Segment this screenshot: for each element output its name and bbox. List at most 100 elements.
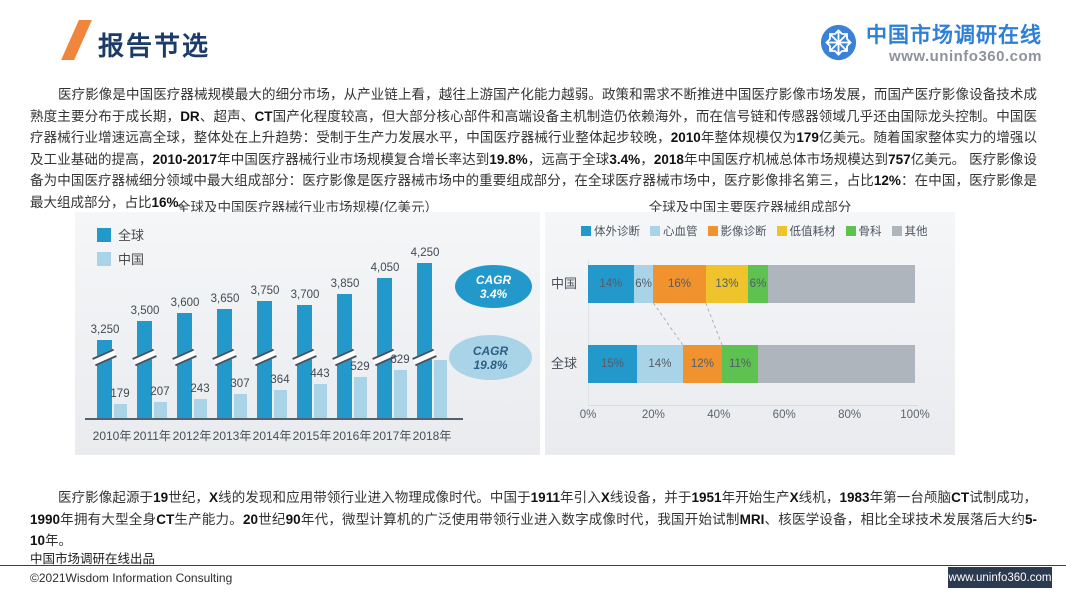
- bar-segment: 12%: [682, 345, 723, 383]
- text-run: 、核医学设备，相比全球技术发展落后大约: [764, 511, 1026, 527]
- market-size-legend: 全球 中国: [97, 225, 144, 273]
- cagr-label: CAGR: [472, 343, 509, 358]
- composition-chart-title: 全球及中国主要医疗器械组成部分: [648, 200, 852, 215]
- x-axis-label: 2012年: [172, 429, 212, 443]
- bar-segment: 6%: [748, 265, 768, 303]
- legend-swatch-china: [97, 251, 111, 266]
- cagr-badge-china: CAGR 19.8%: [449, 335, 532, 380]
- x-axis-label: 2018年: [412, 429, 452, 443]
- x-tick-label: 80%: [838, 409, 862, 421]
- legend-swatch: [707, 226, 718, 236]
- footer-produced-by: 中国市场调研在线出品: [30, 552, 156, 566]
- text-run: 年中国医疗机械总体市场规模达到: [683, 151, 889, 167]
- footer-url-badge[interactable]: www.uninfo360.com: [948, 567, 1052, 588]
- emphasis-text: X: [600, 490, 610, 505]
- china-bar: [314, 384, 327, 418]
- global-bar: [172, 313, 197, 418]
- footer-url: www.uninfo360.com: [948, 571, 1052, 584]
- text-run: ，: [640, 151, 654, 167]
- y-axis-line: [588, 260, 589, 405]
- emphasis-text: 5-10: [30, 511, 1038, 549]
- global-value-label: 4,050: [370, 262, 400, 274]
- emphasis-text: 1951: [691, 490, 722, 505]
- emphasis-text: CT: [254, 108, 273, 124]
- text-run: 年中国医疗器械行业市场规模复合增长率达到: [217, 151, 490, 167]
- text-run: 线的发现和应用带领行业进入物理成像时代。中国于: [218, 490, 531, 505]
- global-bar: [412, 263, 437, 418]
- emphasis-text: 1911: [530, 490, 560, 505]
- text-run: 线机，: [798, 490, 840, 505]
- legend-item: 低值耗材: [776, 223, 836, 239]
- brand-logo[interactable]: 中国市场调研在线 www.uninfo360.com: [820, 24, 1042, 65]
- emphasis-text: 2010: [670, 130, 701, 145]
- text-run: ，远高于全球: [527, 151, 610, 167]
- market-size-chart: 全球 中国 3,250 179 3,500 207 3,600 243 3,650 307 3,…: [75, 212, 540, 455]
- emphasis-text: X: [789, 490, 799, 505]
- legend-label: 骨科: [858, 226, 882, 238]
- market-size-plot: 3,250 179 3,500 207 3,600 243 3,650 307 3,750 364…: [85, 212, 532, 420]
- brand-name: 中国市场调研在线: [866, 24, 1042, 47]
- intro-paragraph: 医疗影像是中国医疗器械规模最大的细分市场，从产业链上看，越往上游国产化能力越弱。…: [30, 84, 1037, 213]
- title-slash-icon: [61, 20, 92, 60]
- cagr-value: 3.4%: [479, 286, 508, 301]
- text-run: 亿美元。随着国家整体实力的增强以及工业基础的提高，: [30, 130, 1038, 167]
- china-bar: [234, 394, 247, 418]
- global-value-label: 3,750: [250, 285, 280, 297]
- emphasis-text: X: [209, 490, 219, 505]
- history-paragraph: 医疗影像起源于19世纪，X线的发现和应用带领行业进入物理成像时代。中国于1911…: [30, 487, 1037, 552]
- global-bar: [252, 301, 277, 418]
- global-bar: [332, 294, 357, 418]
- legend-swatch-global: [97, 227, 111, 242]
- text-run: 、超声、: [199, 108, 255, 124]
- legend-label-china: 中国: [118, 252, 145, 267]
- row-label: 中国: [551, 276, 578, 291]
- global-value-label: 3,700: [290, 289, 320, 301]
- bar-segment: 14%: [637, 345, 683, 383]
- stacked-bar: 14% 6% 16% 13% 6%: [588, 265, 915, 303]
- brand-url[interactable]: www.uninfo360.com: [889, 48, 1042, 65]
- emphasis-text: 20: [242, 511, 259, 527]
- legend-swatch: [650, 226, 660, 236]
- emphasis-text: 19.8%: [489, 151, 528, 167]
- global-value-label: 3,500: [130, 305, 160, 317]
- footer-copyright: ©2021Wisdom Information Consulting: [30, 571, 233, 585]
- x-axis-label: 2011年: [133, 429, 171, 443]
- china-value-label: 243: [190, 383, 210, 395]
- bar-segment: [758, 345, 915, 383]
- legend-label: 体外诊断: [594, 226, 640, 238]
- global-bar: [92, 340, 117, 418]
- global-bar: [372, 278, 397, 418]
- cagr-value: 19.8%: [473, 357, 508, 372]
- legend-item: 影像诊断: [707, 223, 767, 239]
- page-title: 报告节选: [98, 31, 211, 61]
- x-axis-line: [85, 418, 463, 420]
- global-bar: [212, 309, 237, 418]
- text-run: 年整体规模仅为: [700, 130, 797, 145]
- text-run: ：在中国，医疗影像是最大组成部分，占比: [30, 173, 1038, 210]
- row-label: 全球: [551, 356, 578, 371]
- legend-swatch: [581, 226, 591, 236]
- legend-label: 心血管: [663, 226, 698, 238]
- axis-break-mark: [172, 348, 197, 367]
- legend-swatch: [845, 226, 856, 236]
- bar-segment: 16%: [653, 265, 706, 303]
- emphasis-text: 179: [796, 130, 819, 145]
- emphasis-text: 2010-2017: [152, 151, 218, 167]
- china-value-label: 207: [150, 386, 170, 398]
- text-run: 线设备，并于: [609, 490, 692, 505]
- global-bar: [132, 321, 157, 418]
- x-axis-label: 2014年: [252, 429, 292, 443]
- global-bar: [292, 305, 317, 418]
- composition-chart: 体外诊断 心血管 影像诊断 低值耗材 骨科 其他 中国 14% 6% 16% 13% 6% 全球 15%…: [545, 212, 955, 455]
- emphasis-text: 2018: [653, 151, 684, 167]
- legend-item-global: 全球: [97, 225, 144, 244]
- legend-label: 其他: [904, 226, 928, 238]
- china-bar: [434, 360, 447, 418]
- emphasis-text: 12%: [873, 173, 901, 188]
- axis-break-mark: [132, 348, 157, 367]
- bar-segment: 15%: [588, 345, 638, 383]
- snowflake-logo-icon: [820, 24, 857, 61]
- x-axis-label: 2016年: [332, 429, 372, 443]
- emphasis-text: 3.4%: [609, 151, 641, 167]
- axis-break-mark: [252, 348, 277, 367]
